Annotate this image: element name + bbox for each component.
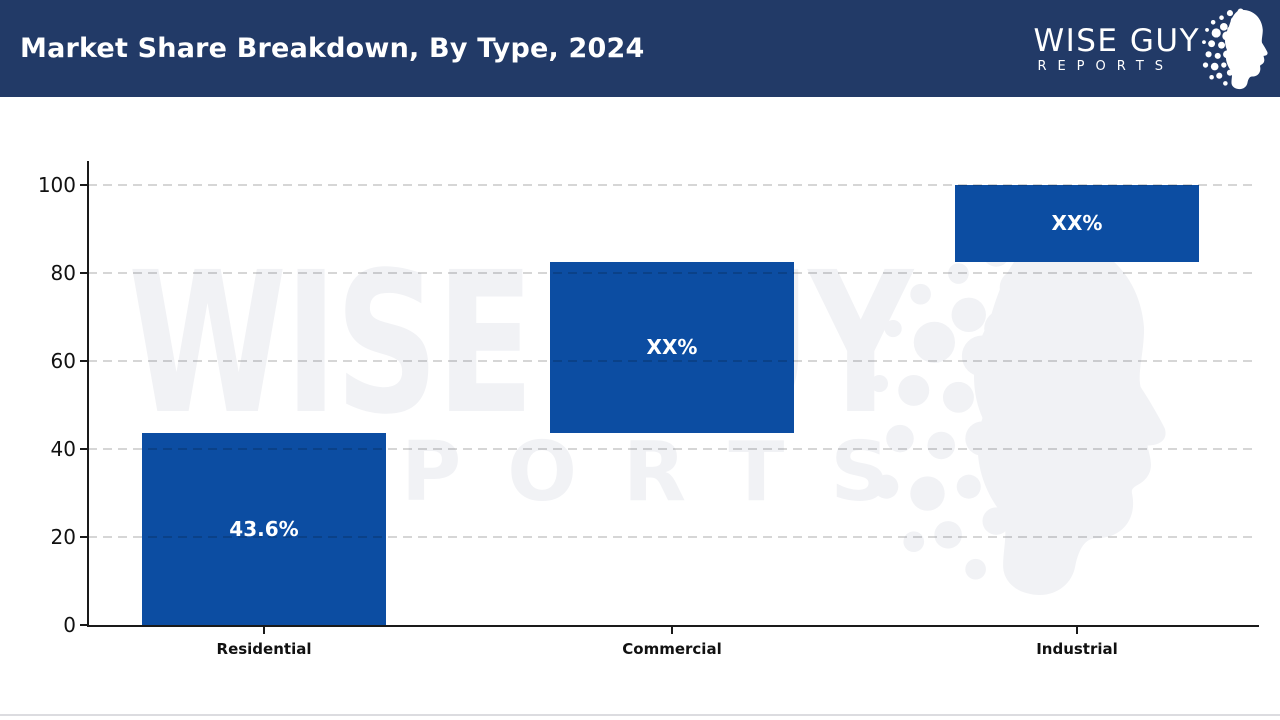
gridline-20 xyxy=(88,536,1258,538)
x-tick-1 xyxy=(671,627,673,634)
logo-text: WISE GUY REPORTS xyxy=(1033,24,1200,74)
bar-value-label-industrial: XX% xyxy=(1051,211,1103,236)
y-tick-label-20: 20 xyxy=(50,525,76,549)
footer-divider xyxy=(0,714,1280,716)
bar-value-label-commercial: XX% xyxy=(646,335,698,360)
y-tick-20 xyxy=(80,536,88,538)
category-label-residential: Residential xyxy=(216,640,312,658)
y-tick-label-0: 0 xyxy=(63,613,76,637)
y-tick-label-80: 80 xyxy=(50,261,76,285)
y-tick-0 xyxy=(80,624,88,626)
y-tick-80 xyxy=(80,272,88,274)
gridline-100 xyxy=(88,184,1258,186)
y-tick-label-60: 60 xyxy=(50,349,76,373)
y-axis-line xyxy=(86,161,89,626)
logo-wordmark: WISE GUY xyxy=(1033,22,1200,59)
x-tick-0 xyxy=(263,627,265,634)
category-label-commercial: Commercial xyxy=(622,640,722,658)
y-tick-40 xyxy=(80,448,88,450)
bar-residential xyxy=(142,433,386,625)
x-tick-2 xyxy=(1076,627,1078,634)
bar-industrial xyxy=(955,185,1199,262)
y-tick-label-40: 40 xyxy=(50,437,76,461)
wiseguy-logo: WISE GUY REPORTS xyxy=(1033,7,1272,91)
bar-value-label-residential: 43.6% xyxy=(229,517,299,542)
gridline-40 xyxy=(88,448,1258,450)
gridline-60 xyxy=(88,360,1258,362)
header-bar: Market Share Breakdown, By Type, 2024 WI… xyxy=(0,0,1280,97)
y-tick-100 xyxy=(80,184,88,186)
logo-subtext: REPORTS xyxy=(1037,59,1175,75)
x-axis-line xyxy=(86,624,1259,627)
category-label-industrial: Industrial xyxy=(1036,640,1118,658)
gridline-80 xyxy=(88,272,1258,274)
y-tick-60 xyxy=(80,360,88,362)
page-title: Market Share Breakdown, By Type, 2024 xyxy=(20,33,645,64)
bar-commercial xyxy=(550,261,794,434)
y-tick-label-100: 100 xyxy=(37,173,76,197)
